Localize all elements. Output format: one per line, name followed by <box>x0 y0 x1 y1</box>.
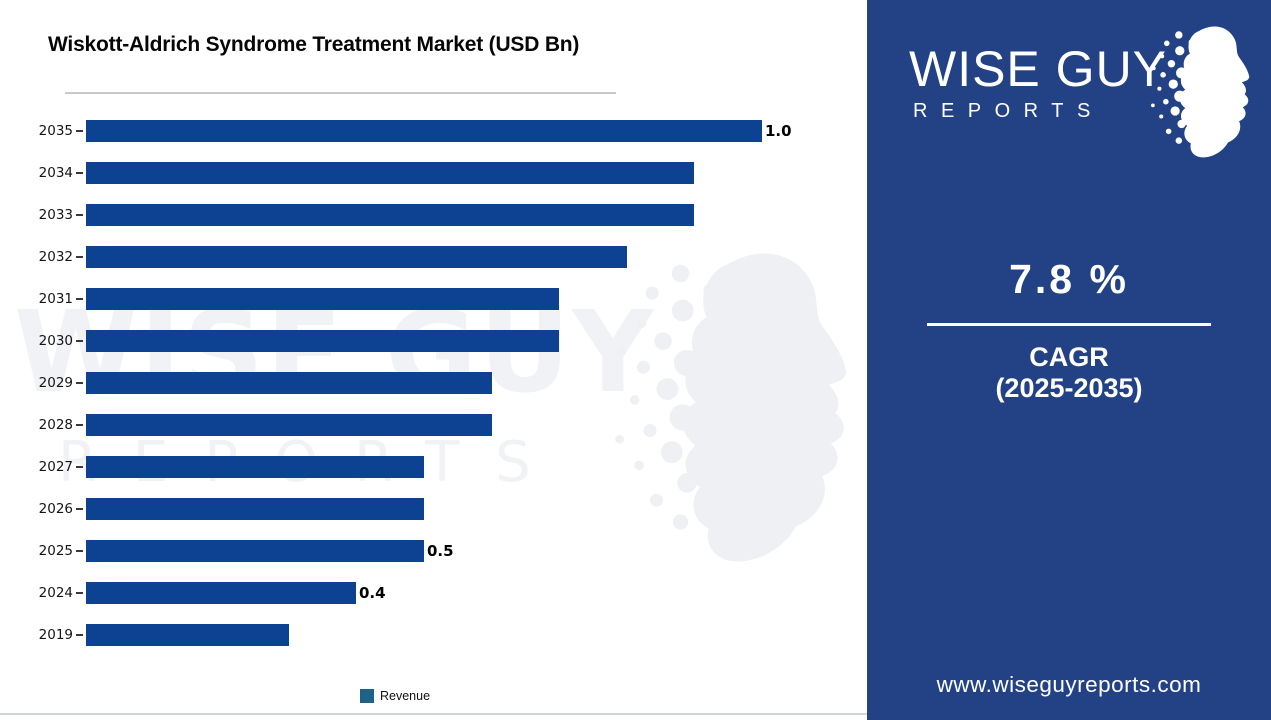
chart-title: Wiskott-Aldrich Syndrome Treatment Marke… <box>48 33 580 56</box>
y-axis-label-2031: 2031 <box>38 291 73 307</box>
y-axis-tick <box>76 130 83 132</box>
cagr-divider <box>927 323 1211 326</box>
chart-row-2019: 2019 <box>0 614 867 656</box>
y-axis-tick <box>76 634 83 636</box>
website-url: www.wiseguyreports.com <box>936 672 1202 697</box>
chart-row-2033: 2033 <box>0 194 867 236</box>
bar-value-label-2025: 0.5 <box>427 542 454 560</box>
y-axis-tick <box>76 424 83 426</box>
y-axis-tick <box>76 466 83 468</box>
y-axis-label-2030: 2030 <box>38 333 73 349</box>
plot-area: 2035 1.0 2034 2033 2032 2031 2030 2029 2028 2027 2… <box>0 110 867 656</box>
y-axis-label-2029: 2029 <box>38 375 73 391</box>
legend: Revenue <box>360 689 430 703</box>
chart-row-2024: 2024 0.4 <box>0 572 867 614</box>
y-axis-label-2024: 2024 <box>38 585 73 601</box>
bar-value-label-2024: 0.4 <box>359 584 386 602</box>
brain-face-icon <box>1151 22 1253 161</box>
y-axis-tick <box>76 298 83 300</box>
bar-2033 <box>86 204 694 226</box>
y-axis-label-2032: 2032 <box>38 249 73 265</box>
bar-2025 <box>86 540 424 562</box>
y-axis-tick <box>76 214 83 216</box>
logo-text: WISE GUY REPORTS <box>909 44 1167 121</box>
y-axis-label-2026: 2026 <box>38 501 73 517</box>
y-axis-label-2027: 2027 <box>38 459 73 475</box>
bar-2034 <box>86 162 694 184</box>
y-axis-label-2019: 2019 <box>38 627 73 643</box>
bar-2027 <box>86 456 424 478</box>
y-axis-tick <box>76 172 83 174</box>
y-axis-tick <box>76 550 83 552</box>
y-axis-label-2028: 2028 <box>38 417 73 433</box>
y-axis-tick <box>76 256 83 258</box>
chart-row-2030: 2030 <box>0 320 867 362</box>
y-axis-label-2034: 2034 <box>38 165 73 181</box>
y-axis-label-2033: 2033 <box>38 207 73 223</box>
y-axis-label-2025: 2025 <box>38 543 73 559</box>
y-axis-tick <box>76 340 83 342</box>
bar-2035 <box>86 120 762 142</box>
chart-row-2027: 2027 <box>0 446 867 488</box>
bar-2019 <box>86 624 289 646</box>
brand-sidebar: WISE GUY REPORTS 7.8 % CAGR (2025-2035) … <box>867 0 1271 720</box>
bar-2032 <box>86 246 627 268</box>
bar-2029 <box>86 372 492 394</box>
chart-row-2031: 2031 <box>0 278 867 320</box>
bar-2024 <box>86 582 356 604</box>
y-axis-tick <box>76 508 83 510</box>
y-axis-tick <box>76 382 83 384</box>
bar-value-label-2035: 1.0 <box>765 122 792 140</box>
bar-2031 <box>86 288 559 310</box>
cagr-block: 7.8 % CAGR (2025-2035) <box>867 256 1271 404</box>
cagr-value: 7.8 % <box>1009 256 1129 302</box>
chart-row-2026: 2026 <box>0 488 867 530</box>
title-divider <box>65 92 616 94</box>
y-axis-tick <box>76 592 83 594</box>
chart-row-2032: 2032 <box>0 236 867 278</box>
wise-guy-logo: WISE GUY REPORTS <box>909 44 1253 161</box>
y-axis-label-2035: 2035 <box>38 123 73 139</box>
cagr-label: CAGR <box>1029 342 1109 372</box>
bar-2028 <box>86 414 492 436</box>
chart-panel: WISE GUY REPORTS Wiskott-Aldrich Syndrom… <box>0 33 867 715</box>
cagr-range: (2025-2035) <box>995 373 1143 404</box>
chart-row-2028: 2028 <box>0 404 867 446</box>
logo-subtext: REPORTS <box>913 100 1104 122</box>
legend-label-revenue: Revenue <box>380 689 431 703</box>
chart-row-2034: 2034 <box>0 152 867 194</box>
chart-row-2029: 2029 <box>0 362 867 404</box>
bar-2030 <box>86 330 559 352</box>
chart-row-2025: 2025 0.5 <box>0 530 867 572</box>
logo-wordmark: WISE GUY <box>909 41 1168 97</box>
legend-swatch-revenue <box>360 689 374 703</box>
bar-2026 <box>86 498 424 520</box>
bottom-divider <box>0 713 867 715</box>
chart-row-2035: 2035 1.0 <box>0 110 867 152</box>
